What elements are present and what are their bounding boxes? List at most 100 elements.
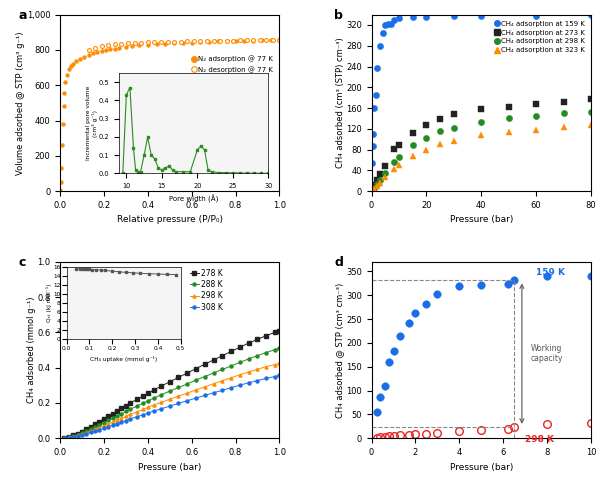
278 K [166, 379, 173, 385]
298 K [245, 369, 253, 375]
278 K [118, 405, 125, 411]
278 K [151, 387, 158, 393]
278 K [219, 353, 226, 358]
288 K [87, 426, 94, 432]
288 K [219, 367, 226, 373]
288 K [201, 374, 208, 379]
Text: Working
capacity: Working capacity [530, 344, 563, 363]
288 K [263, 350, 270, 356]
Y-axis label: Volume adsorbed @ STP (cm³ g⁻¹): Volume adsorbed @ STP (cm³ g⁻¹) [16, 31, 25, 175]
308 K [96, 427, 103, 432]
308 K [79, 432, 86, 438]
298 K [109, 419, 116, 425]
298 K [157, 399, 164, 405]
298 K [65, 434, 73, 440]
308 K [65, 435, 73, 441]
308 K [193, 395, 200, 401]
298 K [127, 412, 134, 417]
288 K [133, 403, 140, 409]
278 K [109, 411, 116, 416]
Y-axis label: CH₄ adsorbed (mmol g⁻¹): CH₄ adsorbed (mmol g⁻¹) [26, 297, 35, 403]
288 K [104, 417, 112, 423]
278 K [133, 396, 140, 402]
288 K [61, 435, 68, 441]
298 K [236, 372, 244, 378]
278 K [92, 421, 99, 427]
298 K [100, 423, 107, 429]
278 K [74, 431, 81, 437]
308 K [118, 419, 125, 425]
288 K [65, 434, 73, 440]
298 K [271, 361, 278, 367]
278 K [79, 429, 86, 434]
278 K [227, 349, 235, 355]
308 K [92, 428, 99, 434]
278 K [65, 434, 73, 440]
298 K [79, 431, 86, 437]
288 K [122, 409, 130, 414]
308 K [184, 398, 191, 404]
278 K [175, 375, 182, 380]
308 K [83, 431, 90, 437]
298 K [74, 432, 81, 438]
298 K [254, 366, 261, 372]
278 K [96, 419, 103, 425]
X-axis label: Pressure (bar): Pressure (bar) [138, 463, 202, 471]
Line: 308 K: 308 K [63, 374, 281, 440]
308 K [151, 408, 158, 414]
298 K [151, 402, 158, 408]
288 K [92, 424, 99, 430]
278 K [83, 426, 90, 432]
288 K [254, 353, 261, 358]
Y-axis label: CH₄ adsorbed (cm³ (STP) cm⁻³): CH₄ adsorbed (cm³ (STP) cm⁻³) [335, 37, 344, 168]
308 K [127, 416, 134, 422]
278 K [144, 391, 151, 396]
298 K [118, 415, 125, 421]
308 K [87, 430, 94, 435]
Text: c: c [19, 257, 26, 269]
X-axis label: Pressure (bar): Pressure (bar) [449, 215, 513, 225]
Text: b: b [334, 9, 343, 22]
298 K [61, 435, 68, 441]
298 K [166, 396, 173, 402]
278 K [104, 413, 112, 419]
278 K [254, 337, 261, 342]
308 K [276, 373, 283, 378]
288 K [184, 381, 191, 387]
308 K [201, 393, 208, 398]
278 K [122, 403, 130, 409]
278 K [127, 400, 134, 406]
298 K [70, 433, 77, 439]
288 K [166, 388, 173, 394]
308 K [140, 412, 147, 417]
288 K [151, 395, 158, 401]
298 K [113, 417, 121, 423]
298 K [133, 409, 140, 415]
Legend: N₂ adsorption @ 77 K, N₂ desorption @ 77 K: N₂ adsorption @ 77 K, N₂ desorption @ 77… [190, 53, 276, 75]
308 K [263, 375, 270, 381]
288 K [140, 400, 147, 406]
288 K [70, 433, 77, 439]
Legend: CH₄ adsorption at 159 K, CH₄ adsorption at 273 K, CH₄ adsorption at 298 K, CH₄ a: CH₄ adsorption at 159 K, CH₄ adsorption … [493, 18, 587, 56]
308 K [236, 382, 244, 388]
278 K [276, 328, 283, 334]
288 K [175, 385, 182, 391]
Line: 288 K: 288 K [63, 346, 281, 439]
Legend: 278 K, 288 K, 298 K, 308 K: 278 K, 288 K, 298 K, 308 K [187, 265, 226, 315]
288 K [193, 377, 200, 383]
308 K [157, 406, 164, 412]
278 K [193, 366, 200, 372]
288 K [109, 415, 116, 421]
288 K [118, 411, 125, 417]
308 K [175, 400, 182, 406]
288 K [96, 422, 103, 428]
Line: 298 K: 298 K [63, 362, 281, 439]
308 K [61, 435, 68, 441]
Text: 159 K: 159 K [536, 267, 565, 277]
298 K [144, 405, 151, 411]
288 K [227, 363, 235, 369]
288 K [210, 370, 217, 376]
298 K [87, 428, 94, 434]
308 K [113, 421, 121, 427]
288 K [245, 356, 253, 362]
